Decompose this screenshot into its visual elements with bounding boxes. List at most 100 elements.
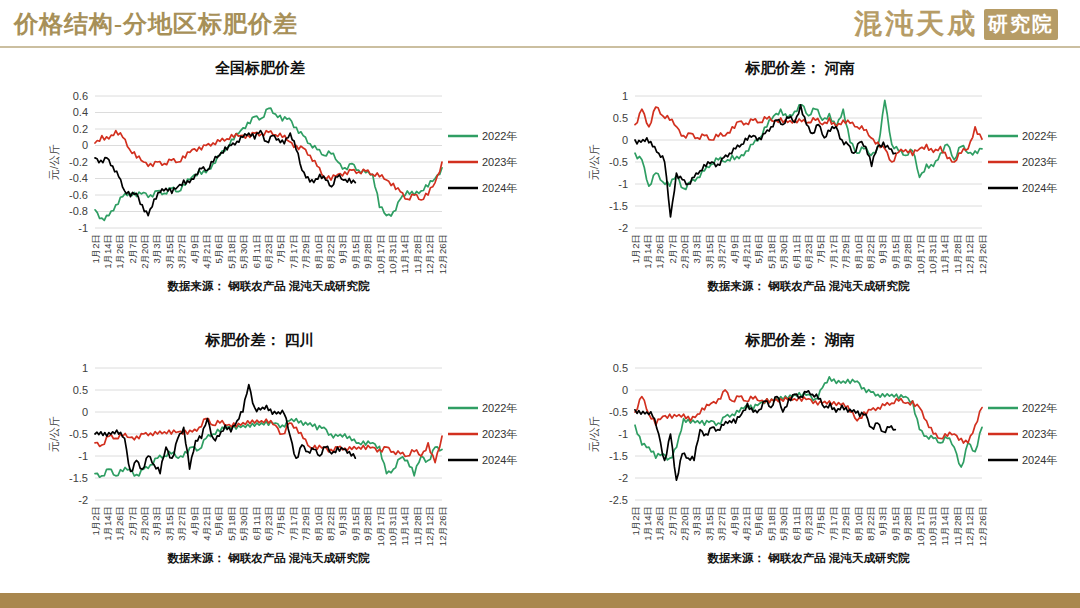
- x-tick-label: 1月26日: [114, 234, 125, 269]
- x-tick-label: 6月23日: [803, 234, 814, 269]
- legend-label: 2022年: [1022, 130, 1057, 142]
- x-tick-label: 5月18日: [226, 506, 237, 541]
- x-tick-label: 6月23日: [263, 506, 274, 541]
- x-tick-label: 12月26日: [977, 234, 988, 274]
- y-tick-label: -2: [618, 222, 628, 234]
- x-tick-label: 11月14日: [939, 506, 950, 545]
- y-tick-label: 0.6: [73, 90, 88, 102]
- x-tick-label: 1月26日: [114, 506, 125, 541]
- x-tick-label: 3月27日: [176, 506, 187, 541]
- x-tick-label: 3月15日: [704, 234, 715, 269]
- series-line-2023年: [635, 390, 982, 443]
- x-tick-label: 7月17日: [828, 506, 839, 541]
- x-tick-label: 5月30日: [778, 234, 789, 269]
- charts-grid: 全国标肥价差0.60.40.20-0.2-0.4-0.6-0.8-1元/公斤1月…: [0, 48, 1080, 594]
- x-tick-label: 7月17日: [288, 234, 299, 269]
- y-tick-label: 0: [82, 406, 88, 418]
- x-tick-label: 1月26日: [654, 506, 665, 541]
- legend-label: 2023年: [1022, 428, 1057, 440]
- y-tick-label: -0.5: [609, 406, 628, 418]
- x-tick-label: 11月28日: [952, 234, 963, 273]
- x-tick-label: 7月5日: [275, 234, 286, 264]
- legend-label: 2023年: [1022, 156, 1057, 168]
- x-tick-label: 5月18日: [766, 234, 777, 269]
- y-tick-label: -0.5: [69, 428, 88, 440]
- x-tick-label: 7月5日: [815, 506, 826, 536]
- y-tick-label: -0.6: [69, 189, 88, 201]
- x-tick-label: 1月2日: [90, 234, 101, 264]
- x-tick-label: 11月28日: [952, 506, 963, 545]
- legend-label: 2024年: [482, 182, 517, 194]
- x-tick-label: 5月30日: [778, 506, 789, 541]
- x-tick-label: 6月11日: [791, 506, 802, 540]
- x-tick-label: 7月29日: [300, 234, 311, 269]
- x-tick-label: 3月3日: [151, 506, 162, 536]
- x-tick-label: 1月14日: [102, 234, 113, 269]
- y-tick-label: -1.5: [609, 450, 628, 462]
- x-tick-label: 8月10日: [313, 234, 324, 269]
- x-tick-label: 1月14日: [642, 506, 653, 541]
- series-line-2024年: [635, 105, 895, 217]
- x-tick-label: 9月15日: [890, 234, 901, 269]
- y-tick-label: -1.5: [69, 472, 88, 484]
- series-line-2024年: [95, 131, 355, 216]
- y-tick-label: -1: [618, 428, 628, 440]
- header: 价格结构-分地区标肥价差 混沌天成 研究院: [0, 0, 1080, 48]
- x-tick-label: 1月14日: [102, 506, 113, 541]
- y-tick-label: 0.5: [613, 112, 628, 124]
- x-tick-label: 5月6日: [753, 506, 764, 536]
- y-tick-label: 0: [622, 384, 628, 396]
- logo-brand-text: 混沌天成: [854, 5, 978, 43]
- y-tick-label: 1: [82, 362, 88, 374]
- y-tick-label: 0.5: [73, 384, 88, 396]
- x-tick-label: 11月14日: [399, 234, 410, 273]
- y-axis-label: 元/公斤: [48, 144, 60, 180]
- x-tick-label: 10月17日: [375, 506, 386, 546]
- x-tick-label: 9月3日: [877, 234, 888, 264]
- chart-panel-1: 标肥价差： 河南10.50-0.5-1-1.5-2元/公斤1月2日1月14日1月…: [540, 48, 1080, 320]
- x-tick-label: 9月3日: [337, 234, 348, 264]
- source-note: 数据来源： 钢联农产品 混沌天成研究院: [707, 279, 910, 293]
- source-note: 数据来源： 钢联农产品 混沌天成研究院: [167, 551, 370, 565]
- page-title: 价格结构-分地区标肥价差: [14, 8, 298, 40]
- x-tick-label: 10月17日: [915, 506, 926, 546]
- x-tick-label: 1月2日: [630, 506, 641, 536]
- x-tick-label: 8月10日: [853, 234, 864, 269]
- x-tick-label: 4月9日: [729, 234, 740, 264]
- legend-label: 2024年: [1022, 454, 1057, 466]
- x-tick-label: 12月12日: [964, 506, 975, 546]
- y-tick-label: 0: [82, 139, 88, 151]
- x-tick-label: 1月26日: [654, 234, 665, 269]
- logo-badge-text: 研究院: [984, 9, 1058, 40]
- x-tick-label: 12月26日: [437, 234, 448, 274]
- x-tick-label: 11月14日: [399, 506, 410, 545]
- x-tick-label: 11月14日: [939, 234, 950, 273]
- chart-panel-0: 全国标肥价差0.60.40.20-0.2-0.4-0.6-0.8-1元/公斤1月…: [0, 48, 540, 320]
- x-tick-label: 6月11日: [251, 506, 262, 540]
- y-tick-label: -2: [78, 494, 88, 506]
- legend-label: 2024年: [482, 454, 517, 466]
- x-tick-label: 12月12日: [424, 234, 435, 274]
- series-line-2024年: [635, 391, 895, 480]
- x-tick-label: 9月28日: [902, 234, 913, 269]
- x-tick-label: 8月10日: [853, 506, 864, 541]
- x-tick-label: 3月15日: [704, 506, 715, 541]
- x-tick-label: 8月22日: [325, 506, 336, 541]
- line-chart: 10.50-0.5-1-1.5-2元/公斤1月2日1月14日1月26日2月7日2…: [0, 354, 540, 592]
- chart-title: 标肥价差： 湖南: [580, 331, 1020, 350]
- x-tick-label: 4月21日: [741, 506, 752, 541]
- y-tick-label: -0.2: [69, 156, 88, 168]
- x-tick-label: 3月3日: [151, 234, 162, 264]
- y-tick-label: -1: [78, 222, 88, 234]
- x-tick-label: 4月21日: [201, 506, 212, 541]
- x-tick-label: 6月23日: [803, 506, 814, 541]
- x-tick-label: 1月2日: [630, 234, 641, 264]
- x-tick-label: 5月30日: [238, 234, 249, 269]
- chart-title: 标肥价差： 四川: [40, 331, 480, 350]
- x-tick-label: 3月27日: [716, 506, 727, 541]
- y-tick-label: -0.8: [69, 205, 88, 217]
- x-tick-label: 9月3日: [337, 506, 348, 536]
- x-tick-label: 5月6日: [213, 506, 224, 536]
- x-tick-label: 2月7日: [127, 234, 138, 264]
- x-tick-label: 4月21日: [741, 234, 752, 269]
